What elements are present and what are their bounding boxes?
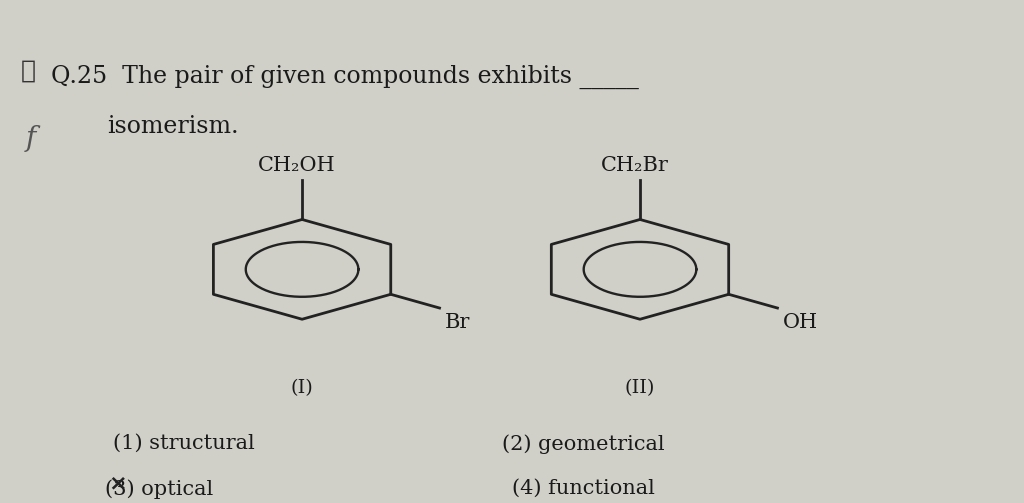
Text: (1) structural: (1) structural xyxy=(114,434,255,453)
Text: OH: OH xyxy=(782,313,818,332)
Text: CH₂Br: CH₂Br xyxy=(601,155,669,175)
Text: isomerism.: isomerism. xyxy=(108,115,240,138)
Text: ×: × xyxy=(109,474,127,494)
Text: Br: Br xyxy=(444,313,470,332)
Text: f: f xyxy=(26,125,36,152)
Text: (4) functional: (4) functional xyxy=(512,479,655,498)
Text: CH₂OH: CH₂OH xyxy=(258,155,336,175)
Text: (I): (I) xyxy=(291,379,313,397)
Text: ✗: ✗ xyxy=(20,60,36,83)
Text: Q.25  The pair of given compounds exhibits _____: Q.25 The pair of given compounds exhibit… xyxy=(51,65,639,89)
Text: (3) optical: (3) optical xyxy=(104,479,213,498)
Text: (2) geometrical: (2) geometrical xyxy=(503,434,665,454)
Text: (II): (II) xyxy=(625,379,655,397)
